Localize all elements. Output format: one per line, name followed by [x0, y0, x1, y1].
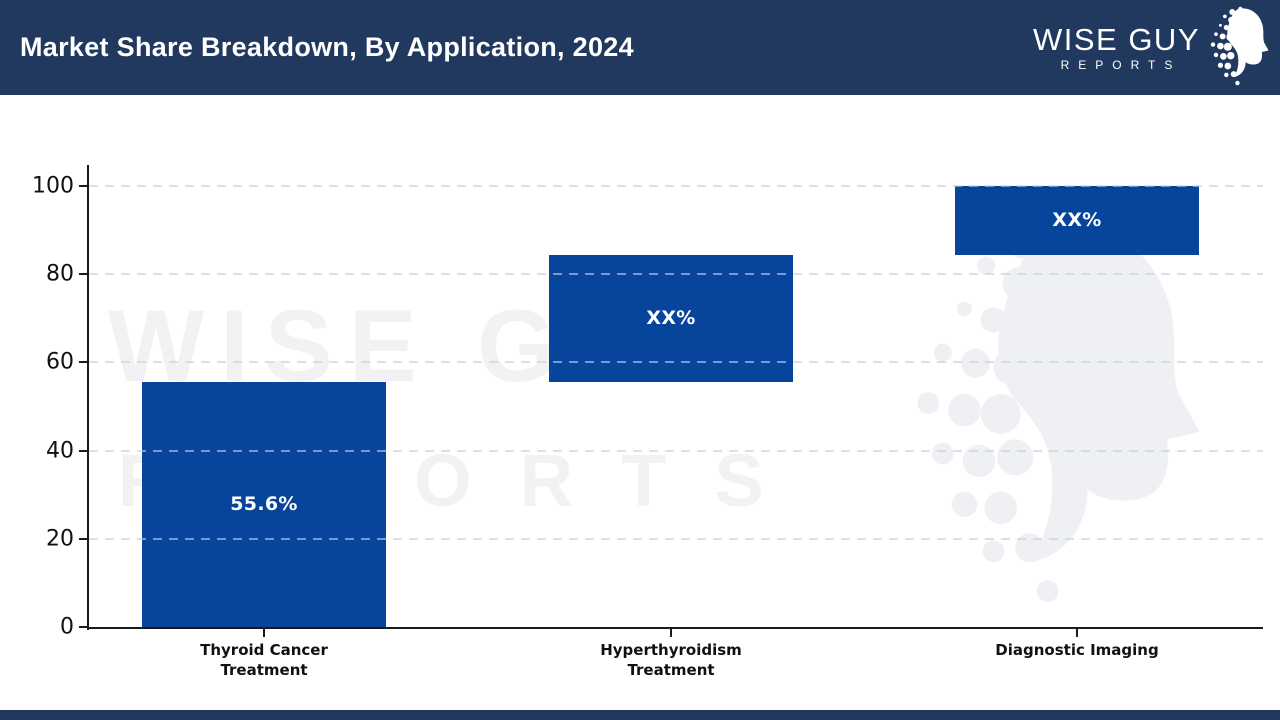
x-tick-mark-1	[263, 629, 265, 637]
x-axis-spine	[87, 627, 1263, 629]
x-category-label-thyroid-cancer-treatment: Thyroid Cancer Treatment	[114, 640, 414, 680]
plot-area: 0 20 40 60 80 100 55.6% Thyroid Cancer Treatment…	[0, 95, 1280, 710]
bar-thyroid-cancer-treatment: 55.6%	[142, 381, 386, 627]
logo-wordmark: WISE GUY	[1032, 21, 1200, 57]
y-tick-label-40: 40	[46, 438, 74, 464]
bar-value-label: XX%	[1052, 209, 1102, 232]
x-category-label-diagnostic-imaging: Diagnostic Imaging	[927, 640, 1227, 660]
x-tick-mark-2	[670, 629, 672, 637]
y-tick-mark-100	[79, 185, 88, 187]
y-tick-label-80: 80	[46, 261, 74, 287]
y-tick-mark-20	[79, 537, 88, 540]
y-tick-mark-40	[79, 449, 88, 452]
dotted-face-logo-icon	[1196, 6, 1270, 89]
y-tick-mark-0	[79, 626, 88, 628]
wise-guy-reports-logo: WISE GUY REPORTS	[1033, 6, 1280, 89]
x-category-label-hyperthyroidism-treatment: Hyperthyroidism Treatment	[521, 640, 821, 680]
gridline-y-20	[89, 537, 1263, 540]
bar-hyperthyroidism-treatment: XX%	[549, 254, 793, 382]
y-axis-spine	[87, 165, 89, 630]
bar-value-label: XX%	[646, 307, 696, 330]
gridline-y-40	[89, 449, 1263, 452]
gridline-y-80	[89, 273, 1263, 276]
gridline-y-60	[89, 361, 1263, 364]
logo-text: WISE GUY REPORTS	[1033, 24, 1200, 72]
header-bar: Market Share Breakdown, By Application, …	[0, 0, 1280, 95]
bar-value-label: 55.6%	[230, 493, 298, 516]
x-category-label-line: Treatment	[627, 661, 715, 679]
y-tick-mark-80	[79, 273, 88, 276]
y-tick-mark-60	[79, 361, 88, 364]
x-tick-mark-3	[1076, 629, 1078, 637]
page-title: Market Share Breakdown, By Application, …	[20, 32, 634, 62]
y-tick-label-20: 20	[46, 526, 74, 552]
y-tick-label-60: 60	[46, 349, 74, 375]
y-tick-label-100: 100	[32, 173, 74, 199]
logo-subtitle: REPORTS	[1060, 57, 1182, 72]
x-category-label-line: Thyroid Cancer	[200, 641, 328, 659]
x-category-label-line: Hyperthyroidism	[600, 641, 742, 659]
bar-diagnostic-imaging: XX%	[955, 186, 1199, 255]
x-category-label-line: Diagnostic Imaging	[995, 641, 1159, 659]
gridline-y-100	[89, 185, 1263, 187]
x-category-label-line: Treatment	[220, 661, 308, 679]
y-tick-label-0: 0	[60, 614, 74, 640]
footer-bar	[0, 710, 1280, 720]
